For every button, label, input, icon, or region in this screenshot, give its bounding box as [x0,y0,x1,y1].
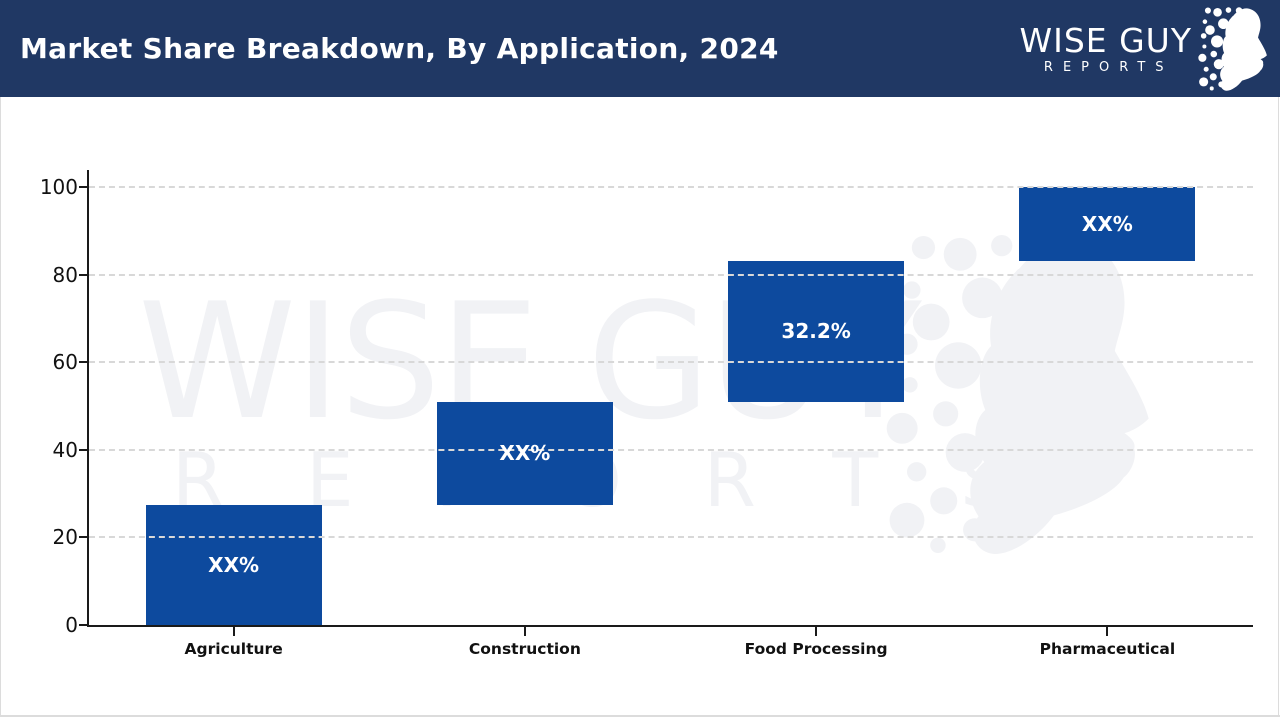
x-axis-line [87,625,1253,627]
y-tick-label: 100 [39,175,78,199]
y-tick-label: 20 [52,525,78,550]
bar-value-label: XX% [1081,211,1133,236]
x-category-label: Pharmaceutical [1039,640,1176,658]
gridline [89,536,1253,539]
y-tick-label: 0 [65,613,78,637]
x-category-label: Agriculture [184,640,283,658]
gridline [89,448,1253,451]
wiseguy-logo-text: WISE GUY REPORTS [1019,24,1192,74]
header-bar: Market Share Breakdown, By Application, … [0,0,1280,97]
x-tick [1106,627,1109,636]
page-title: Market Share Breakdown, By Application, … [20,32,779,65]
wiseguy-head-icon [1198,6,1267,91]
bar-food-processing [728,260,905,402]
y-tick-label: 60 [52,350,78,375]
page-border-bottom [0,715,1280,717]
y-tick [79,448,87,451]
bar-value-label: XX% [208,552,260,577]
x-category-label: Food Processing [744,640,888,658]
gridline [89,361,1253,364]
y-tick-label: 80 [52,262,78,287]
y-axis-line [87,170,89,627]
bar-pharmaceutical [1019,187,1196,261]
y-tick [79,273,87,276]
page-border-left [0,97,1,716]
y-tick-label: 40 [52,437,78,462]
bar-construction [436,401,613,505]
logo-tagline: REPORTS [1043,59,1174,75]
bar-value-label: XX% [499,441,551,466]
page-border-right [1278,97,1279,716]
y-tick [79,361,87,364]
x-category-label: Construction [468,640,581,658]
x-tick [815,627,818,636]
bar-value-label: 32.2% [781,319,851,344]
logo-name: WISE GUY [1019,20,1192,60]
y-tick [79,624,87,626]
bar-agriculture [145,504,322,625]
wiseguy-logo: WISE GUY REPORTS [1019,0,1274,97]
y-tick [79,186,87,188]
x-tick [232,627,235,636]
gridline [89,273,1253,276]
y-tick [79,536,87,539]
x-tick [523,627,526,636]
gridline [89,186,1253,188]
